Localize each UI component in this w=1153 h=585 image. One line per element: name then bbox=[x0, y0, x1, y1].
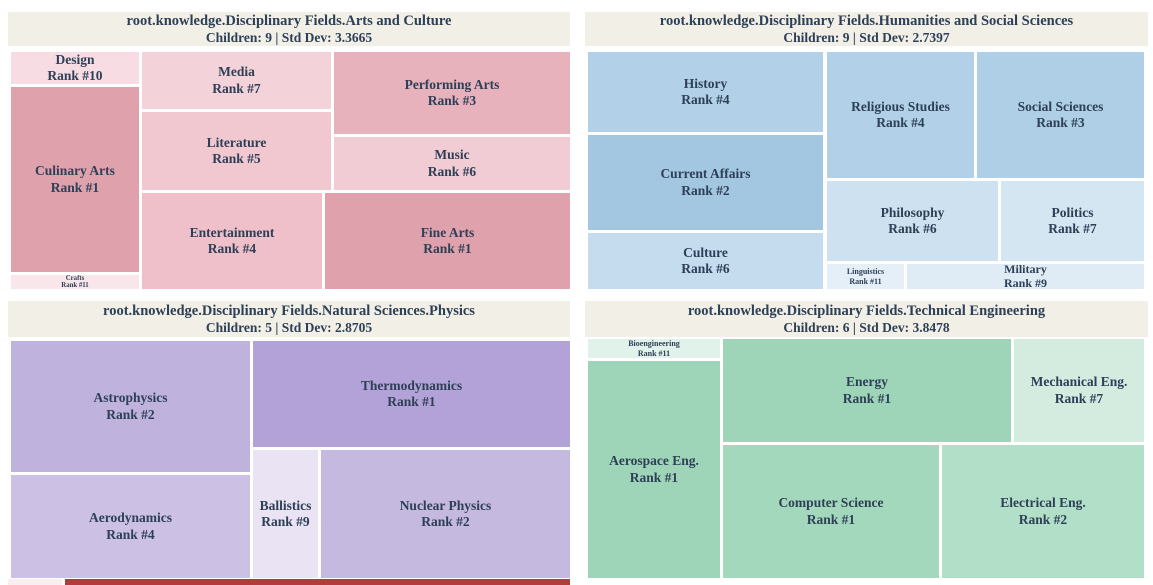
treemap-cell-computer-science[interactable]: Computer Science Rank #1 bbox=[723, 445, 939, 578]
panel-header-arts-and-culture: root.knowledge.Disciplinary Fields.Arts … bbox=[8, 12, 570, 46]
treemap-cell-military[interactable]: Military Rank #9 bbox=[907, 264, 1144, 289]
panel-stats: Children: 6 | Std Dev: 3.8478 bbox=[783, 319, 950, 335]
treemap-cell-energy[interactable]: Energy Rank #1 bbox=[723, 339, 1011, 442]
treemap-cell-religious-studies[interactable]: Religious Studies Rank #4 bbox=[827, 52, 974, 178]
treemap-cell-crafts[interactable]: Crafts Rank #11 bbox=[11, 275, 139, 289]
panel-title: root.knowledge.Disciplinary Fields.Arts … bbox=[126, 12, 452, 29]
treemap-cell-ballistics[interactable]: Ballistics Rank #9 bbox=[253, 450, 318, 578]
panel-header-engineering: root.knowledge.Disciplinary Fields.Techn… bbox=[585, 301, 1148, 337]
treemap-cell-current-affairs[interactable]: Current Affairs Rank #2 bbox=[588, 135, 823, 230]
treemap-cell-electrical-eng[interactable]: Electrical Eng. Rank #2 bbox=[942, 445, 1144, 578]
treemap-cell-social-sciences[interactable]: Social Sciences Rank #3 bbox=[977, 52, 1144, 178]
treemap-cell-music[interactable]: Music Rank #6 bbox=[334, 137, 570, 190]
cutoff-strip-light bbox=[8, 579, 62, 585]
panel-title: root.knowledge.Disciplinary Fields.Natur… bbox=[103, 302, 475, 319]
treemap-cell-literature[interactable]: Literature Rank #5 bbox=[142, 112, 331, 190]
treemap-cell-fine-arts[interactable]: Fine Arts Rank #1 bbox=[325, 193, 570, 289]
treemap-cell-politics[interactable]: Politics Rank #7 bbox=[1001, 181, 1144, 261]
panel-title: root.knowledge.Disciplinary Fields.Human… bbox=[659, 12, 1074, 29]
treemap-cell-culinary-arts[interactable]: Culinary Arts Rank #1 bbox=[11, 87, 139, 272]
treemap-cell-aerospace-eng[interactable]: Aerospace Eng. Rank #1 bbox=[588, 361, 720, 578]
panel-header-humanities: root.knowledge.Disciplinary Fields.Human… bbox=[585, 12, 1148, 46]
cutoff-strip-red bbox=[65, 579, 570, 585]
panel-header-physics: root.knowledge.Disciplinary Fields.Natur… bbox=[8, 301, 570, 337]
treemap-cell-media[interactable]: Media Rank #7 bbox=[142, 52, 331, 109]
treemap-cell-culture[interactable]: Culture Rank #6 bbox=[588, 233, 823, 289]
panel-title: root.knowledge.Disciplinary Fields.Techn… bbox=[687, 302, 1046, 319]
treemap-cell-aerodynamics[interactable]: Aerodynamics Rank #4 bbox=[11, 475, 250, 578]
treemap-cell-design[interactable]: Design Rank #10 bbox=[11, 52, 139, 84]
panel-stats: Children: 9 | Std Dev: 3.3665 bbox=[205, 29, 373, 45]
treemap-cell-performing-arts[interactable]: Performing Arts Rank #3 bbox=[334, 52, 570, 134]
panel-stats: Children: 9 | Std Dev: 2.7397 bbox=[783, 29, 950, 45]
treemap-cell-history[interactable]: History Rank #4 bbox=[588, 52, 823, 132]
treemap-cell-philosophy[interactable]: Philosophy Rank #6 bbox=[827, 181, 998, 261]
treemap-cell-bioengineering[interactable]: Bioengineering Rank #11 bbox=[588, 339, 720, 358]
treemap-cell-linguistics[interactable]: Linguistics Rank #11 bbox=[827, 264, 904, 289]
panel-stats: Children: 5 | Std Dev: 2.8705 bbox=[205, 319, 373, 335]
treemap-cell-astrophysics[interactable]: Astrophysics Rank #2 bbox=[11, 341, 250, 472]
treemap-cell-thermodynamics[interactable]: Thermodynamics Rank #1 bbox=[253, 341, 570, 447]
treemap-cell-entertainment[interactable]: Entertainment Rank #4 bbox=[142, 193, 322, 289]
treemap-cell-nuclear-physics[interactable]: Nuclear Physics Rank #2 bbox=[321, 450, 570, 578]
treemap-cell-mechanical-eng[interactable]: Mechanical Eng. Rank #7 bbox=[1014, 339, 1144, 442]
